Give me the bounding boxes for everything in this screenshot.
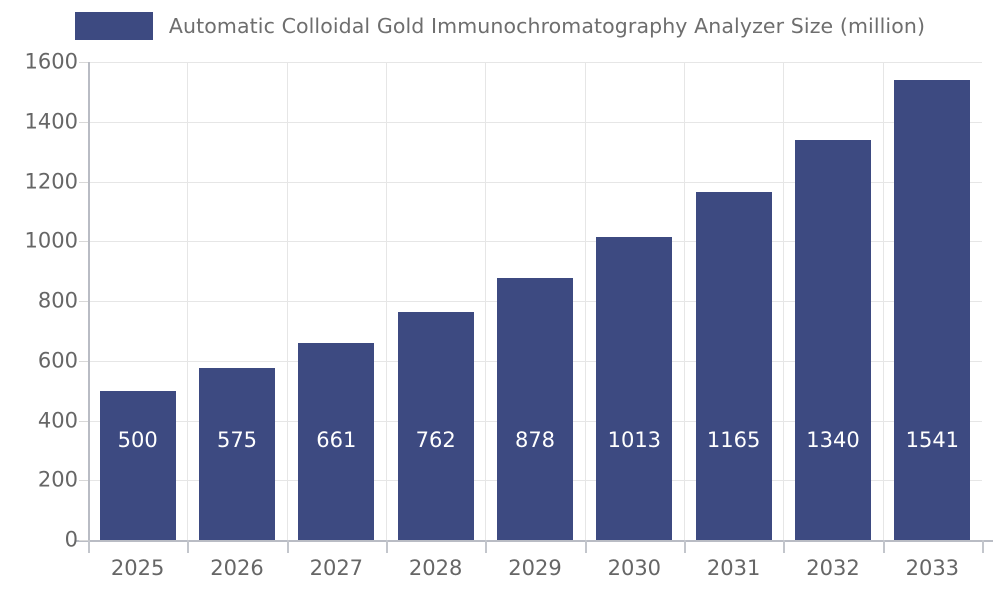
y-axis-tick: [79, 121, 88, 123]
x-axis-tick: [386, 540, 388, 553]
x-axis-tick: [88, 540, 90, 553]
gridline-vertical: [883, 62, 884, 540]
gridline-horizontal: [88, 241, 982, 243]
y-axis-tick-label: 400: [37, 408, 78, 432]
gridline-horizontal: [88, 62, 982, 63]
bar[interactable]: [696, 191, 772, 540]
legend-label: Automatic Colloidal Gold Immunochromatog…: [168, 14, 926, 38]
x-axis-tick-label: 2028: [408, 556, 463, 580]
x-axis-tick-label: 2025: [110, 556, 165, 580]
y-axis-tick-label: 600: [37, 348, 78, 373]
y-axis-line: [88, 62, 90, 541]
x-axis-tick-label: 2026: [210, 556, 264, 580]
bar-value-label: 500: [117, 428, 158, 452]
y-axis-tick-label: 1200: [24, 169, 78, 193]
gridline-vertical: [485, 62, 486, 540]
bar-value-label: 1013: [607, 428, 662, 452]
bar[interactable]: [298, 342, 374, 540]
x-axis-tick: [585, 540, 587, 553]
y-axis-tick: [79, 360, 88, 362]
y-axis-tick: [79, 480, 88, 482]
x-axis-line: [75, 540, 993, 542]
gridline-vertical: [783, 62, 784, 540]
y-axis-tick-labels: 0 200 400 600 800 1000 1200 1400 1600: [0, 0, 78, 600]
y-axis-tick: [79, 241, 88, 243]
bar[interactable]: [497, 277, 573, 540]
y-axis-tick: [79, 301, 88, 302]
bar[interactable]: [100, 390, 176, 540]
y-axis-tick: [79, 62, 88, 63]
gridline-horizontal: [88, 181, 982, 183]
gridline-vertical: [585, 62, 586, 540]
bar-value-label: 661: [316, 428, 357, 452]
gridline-vertical: [287, 62, 288, 540]
y-axis-tick-label: 800: [37, 288, 78, 313]
x-axis-tick-label: 2030: [607, 556, 662, 580]
chart-legend: Automatic Colloidal Gold Immunochromatog…: [0, 0, 1000, 52]
x-axis-tick: [485, 540, 487, 553]
x-axis-tick-label: 2033: [905, 556, 960, 580]
plot-area: [88, 62, 982, 540]
gridline-vertical: [684, 62, 685, 540]
bar[interactable]: [894, 79, 970, 540]
y-axis-tick: [79, 420, 88, 422]
y-axis-tick-label: 0: [64, 527, 78, 552]
y-axis-tick-label: 1600: [24, 49, 78, 74]
x-axis-tick: [684, 540, 686, 553]
legend-entry[interactable]: Automatic Colloidal Gold Immunochromatog…: [74, 12, 926, 40]
x-axis-tick-label: 2027: [309, 556, 364, 580]
x-axis-tick: [883, 540, 885, 553]
bar-value-label: 878: [514, 428, 556, 452]
x-axis-tick-label: 2031: [706, 556, 761, 580]
y-axis-tick: [79, 540, 88, 541]
gridline-vertical: [187, 62, 188, 540]
x-axis-tick-label: 2032: [806, 556, 860, 580]
bar[interactable]: [398, 312, 474, 540]
x-axis-tick: [287, 540, 289, 553]
y-axis-tick-label: 200: [37, 467, 78, 492]
bar-value-label: 1165: [706, 428, 761, 452]
x-axis-tick: [187, 540, 189, 553]
gridline-horizontal: [88, 121, 982, 123]
y-axis-tick: [79, 181, 88, 183]
bar[interactable]: [795, 139, 871, 540]
bar-value-label: 575: [216, 428, 258, 452]
legend-color-swatch: [74, 12, 153, 40]
bar-value-label: 1541: [905, 428, 960, 452]
x-axis-tick: [982, 540, 984, 553]
x-axis-tick: [783, 540, 785, 553]
gridline-vertical: [386, 62, 387, 540]
y-axis-tick-label: 1400: [24, 109, 78, 134]
bar-value-label: 762: [415, 428, 456, 452]
y-axis-tick-label: 1000: [24, 228, 78, 253]
x-axis-tick-label: 2029: [508, 556, 562, 580]
bar[interactable]: [596, 237, 672, 540]
bar[interactable]: [199, 368, 275, 540]
bar-value-label: 1340: [806, 428, 860, 452]
